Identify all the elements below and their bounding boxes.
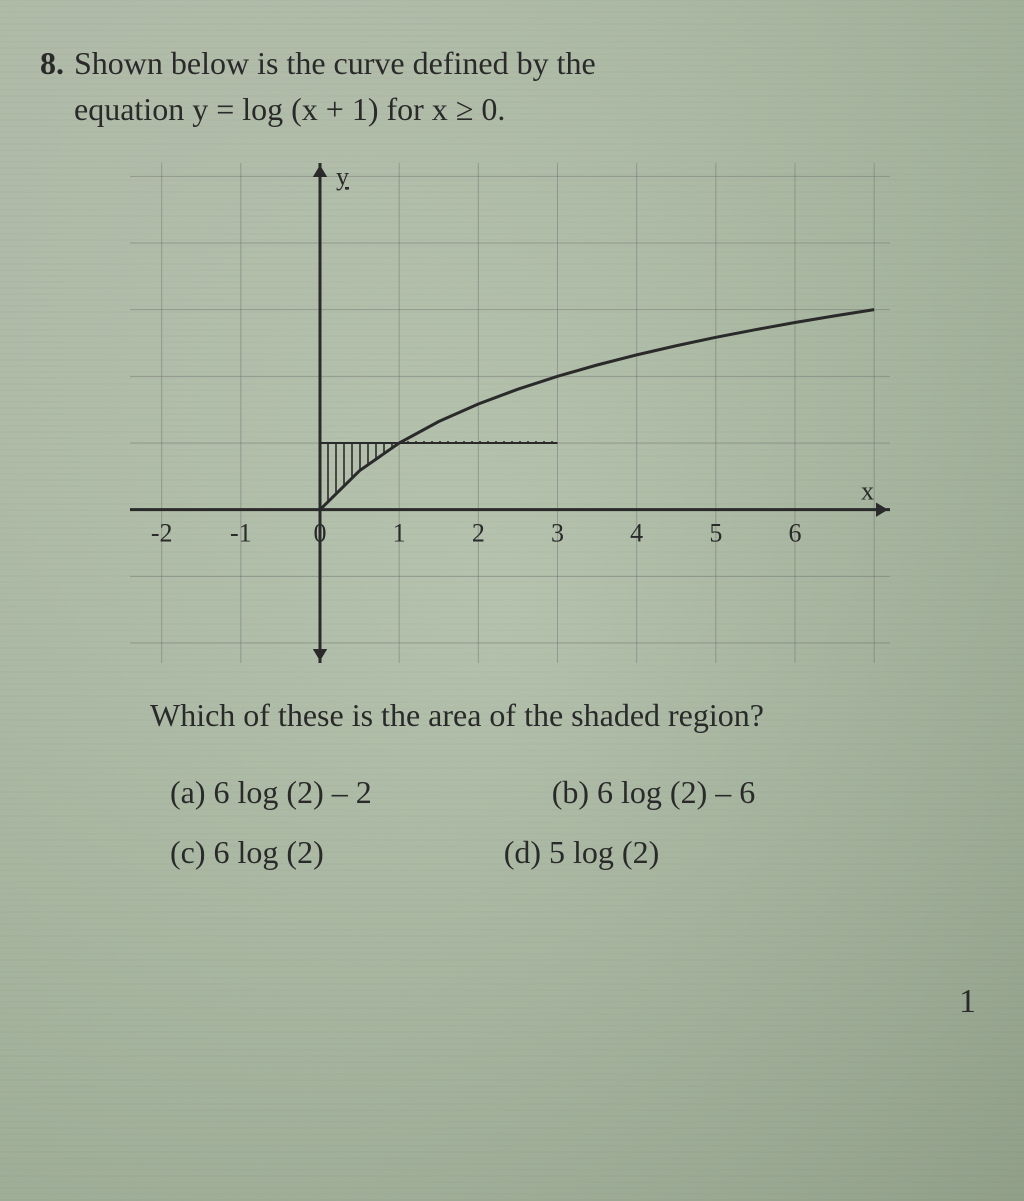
problem-stem: 8. Shown below is the curve defined by t…	[40, 40, 964, 133]
option-row-1: (a) 6 log (2) – 2 (b) 6 log (2) – 6	[170, 762, 964, 823]
x-axis-label: x	[861, 476, 874, 505]
chart: -2 -1 0 1 2 3 4 5 6 y x	[130, 163, 890, 663]
page: 8. Shown below is the curve defined by t…	[0, 0, 1024, 1201]
svg-text:3: 3	[551, 518, 564, 547]
chart-svg: -2 -1 0 1 2 3 4 5 6 y x	[130, 163, 890, 663]
stem-line-2: equation y = log (x + 1) for x ≥ 0.	[74, 91, 505, 127]
trailing-number: 1	[959, 983, 976, 1021]
svg-text:5: 5	[709, 518, 722, 547]
option-a[interactable]: (a) 6 log (2) – 2	[170, 762, 372, 823]
svg-text:-1: -1	[230, 518, 252, 547]
svg-text:4: 4	[630, 518, 643, 547]
svg-text:6: 6	[789, 518, 802, 547]
option-b[interactable]: (b) 6 log (2) – 6	[552, 762, 756, 823]
stem-line-1: Shown below is the curve defined by the	[74, 45, 596, 81]
svg-text:-2: -2	[151, 518, 173, 547]
answer-options: (a) 6 log (2) – 2 (b) 6 log (2) – 6 (c) …	[170, 762, 964, 884]
option-row-2: (c) 6 log (2) (d) 5 log (2)	[170, 822, 964, 883]
svg-text:2: 2	[472, 518, 485, 547]
problem-text: Shown below is the curve defined by the …	[74, 40, 964, 133]
svg-text:1: 1	[393, 518, 406, 547]
subquestion: Which of these is the area of the shaded…	[150, 693, 964, 738]
y-axis-label: y	[336, 163, 349, 191]
option-c[interactable]: (c) 6 log (2)	[170, 822, 324, 883]
svg-text:0: 0	[314, 518, 327, 547]
option-d[interactable]: (d) 5 log (2)	[504, 822, 660, 883]
problem-number: 8.	[40, 40, 64, 86]
